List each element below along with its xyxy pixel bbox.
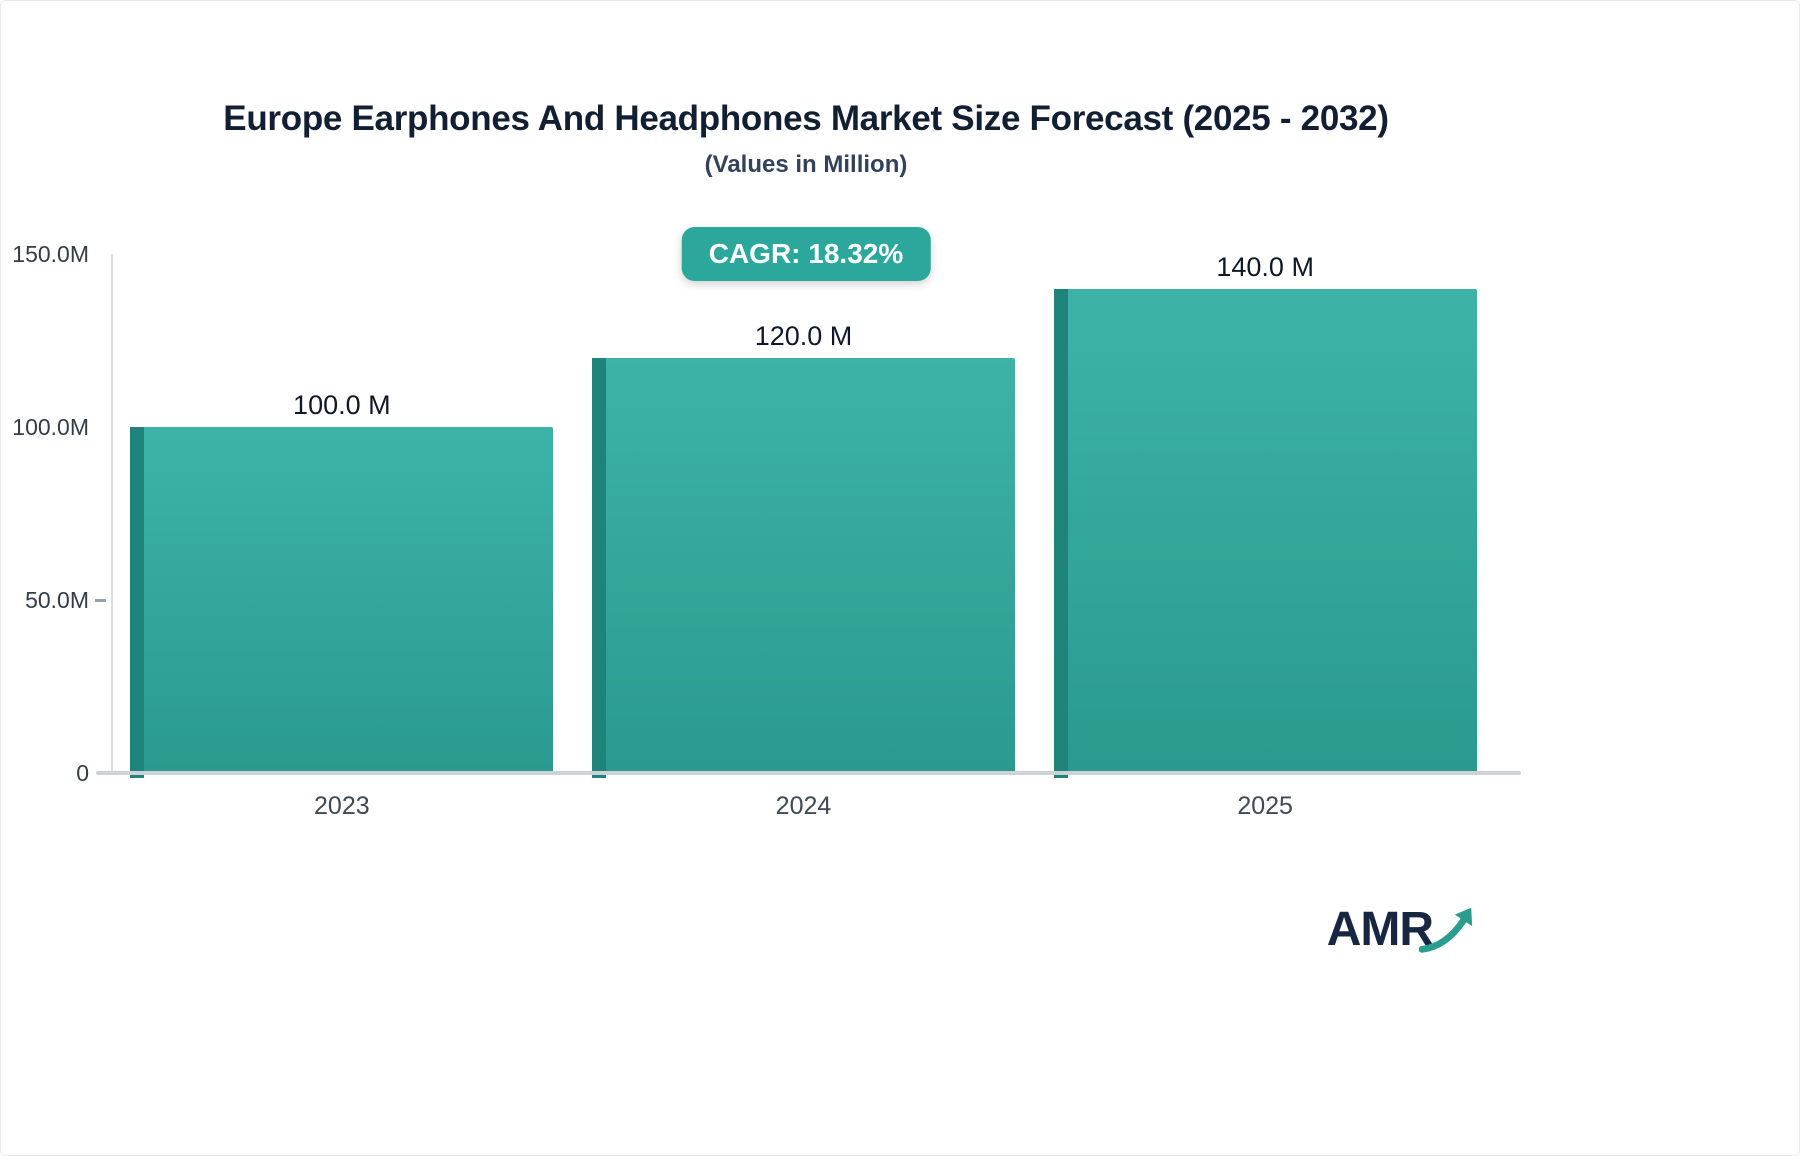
amr-logo: AMR bbox=[1326, 903, 1477, 957]
x-axis-label: 2025 bbox=[1237, 792, 1293, 820]
bar-3d-edge bbox=[130, 427, 145, 778]
y-axis-tick-label: 50.0M bbox=[25, 587, 89, 613]
bar-slot: 100.0 M 2023 bbox=[111, 254, 573, 820]
amr-logo-text: AMR bbox=[1326, 903, 1434, 956]
y-axis-tick-label: 0 bbox=[76, 760, 89, 786]
y-axis-tick-mark bbox=[95, 599, 106, 602]
bar-3d-edge bbox=[591, 357, 606, 778]
chart-title: Europe Earphones And Headphones Market S… bbox=[223, 99, 1389, 138]
bar bbox=[591, 357, 1015, 778]
bar-3d-edge bbox=[1053, 288, 1068, 778]
y-axis-tick-label: 100.0M bbox=[12, 414, 89, 440]
bar-slot: 120.0 M 2024 bbox=[573, 254, 1035, 820]
trend-up-arrow-icon bbox=[1419, 907, 1473, 953]
plot-area: 100.0 M 2023 120.0 M 2024 140.0 M 2025 bbox=[96, 251, 1521, 820]
y-axis-labels: 150.0M 100.0M 50.0M 0 bbox=[1, 1, 111, 1155]
bar-slot: 140.0 M 2025 bbox=[1034, 251, 1496, 820]
bar-value-label: 140.0 M bbox=[1216, 251, 1314, 282]
bar bbox=[1053, 288, 1477, 778]
y-axis-tick-label: 150.0M bbox=[12, 241, 89, 267]
bar-value-label: 100.0 M bbox=[293, 390, 391, 420]
chart-subtitle: (Values in Million) bbox=[704, 151, 908, 178]
y-axis-line bbox=[111, 254, 113, 773]
bar bbox=[130, 427, 554, 778]
x-axis-label: 2024 bbox=[775, 792, 832, 820]
cagr-badge: CAGR: 18.32% bbox=[681, 227, 931, 281]
x-axis-line bbox=[96, 771, 1521, 775]
bar-value-label: 120.0 M bbox=[754, 320, 853, 351]
bars-layer: 100.0 M 2023 120.0 M 2024 140.0 M 2025 bbox=[111, 251, 1496, 820]
x-axis-label: 2023 bbox=[314, 792, 370, 820]
